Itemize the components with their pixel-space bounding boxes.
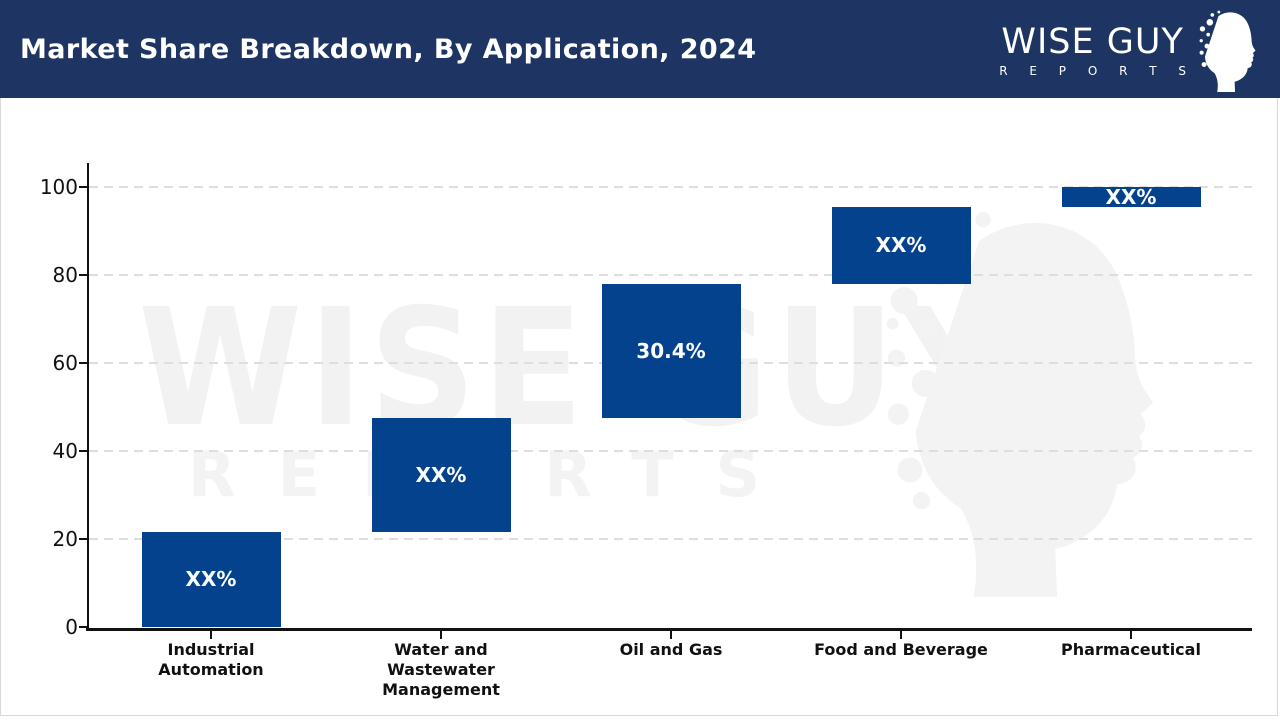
y-tick-mark xyxy=(79,450,87,452)
x-category-label: Food and Beverage xyxy=(814,640,988,659)
brand-subtitle: R E P O R T S xyxy=(999,64,1195,78)
x-category-label: Oil and Gas xyxy=(619,640,723,659)
bar-value-label: XX% xyxy=(875,233,927,258)
y-tick-label: 40 xyxy=(52,439,78,463)
gridline xyxy=(89,274,1252,276)
gridline xyxy=(89,450,1252,452)
y-tick-label: 0 xyxy=(65,615,78,639)
brand-name: WISE GUY xyxy=(1001,22,1184,62)
brand-face-icon xyxy=(1199,10,1256,92)
y-tick-label: 60 xyxy=(52,351,78,375)
header: Market Share Breakdown, By Application, … xyxy=(0,0,1280,98)
watermark-text: WISE GUY xyxy=(138,275,1015,463)
bar xyxy=(371,417,511,532)
y-tick-label: 80 xyxy=(52,263,78,287)
bar-value-label: XX% xyxy=(1105,184,1157,209)
x-tick-mark xyxy=(210,631,212,639)
x-tick-mark xyxy=(670,631,672,639)
y-tick-label: 20 xyxy=(52,527,78,551)
bar-value-label: XX% xyxy=(415,462,467,487)
x-category-label: Water and Wastewater Management xyxy=(382,640,500,699)
y-tick-mark xyxy=(79,626,87,628)
x-category-label: Pharmaceutical xyxy=(1061,640,1201,659)
y-axis-line xyxy=(87,163,89,630)
x-category-label: Industrial Automation xyxy=(158,640,264,679)
brand-logo-text: WISE GUY R E P O R T S xyxy=(999,22,1186,78)
bar xyxy=(601,283,741,418)
bar-value-label: XX% xyxy=(185,567,237,592)
y-tick-mark xyxy=(79,362,87,364)
bar xyxy=(141,531,281,627)
x-tick-mark xyxy=(900,631,902,639)
x-tick-mark xyxy=(440,631,442,639)
gridline xyxy=(89,538,1252,540)
x-axis-line xyxy=(86,628,1252,631)
brand-logo: WISE GUY R E P O R T S xyxy=(999,10,1262,92)
bar xyxy=(1061,187,1201,207)
bar xyxy=(831,206,971,284)
y-tick-label: 100 xyxy=(39,175,78,199)
gridline xyxy=(89,186,1252,188)
bar-value-label: 30.4% xyxy=(636,338,706,363)
page-title: Market Share Breakdown, By Application, … xyxy=(20,33,757,65)
y-tick-mark xyxy=(79,538,87,540)
y-tick-mark xyxy=(79,274,87,276)
x-tick-mark xyxy=(1130,631,1132,639)
y-tick-mark xyxy=(79,186,87,188)
